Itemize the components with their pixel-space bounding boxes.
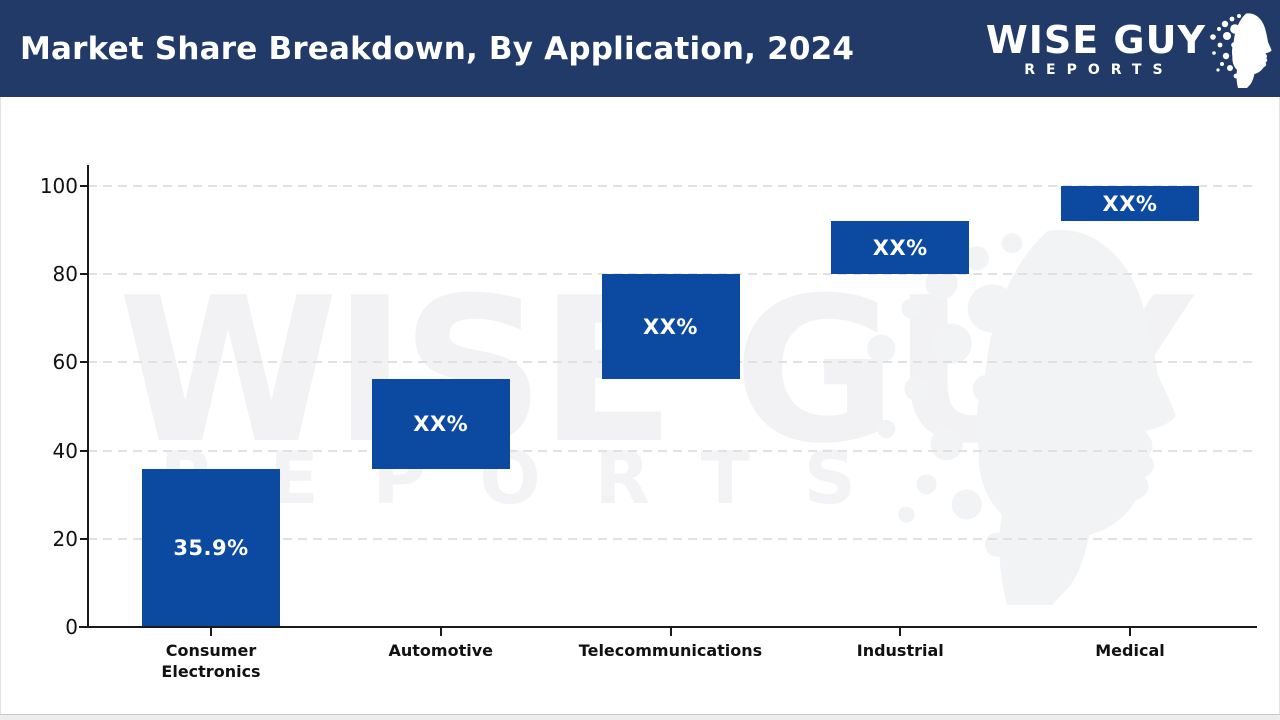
y-tick-label-40: 40 xyxy=(52,438,78,463)
y-tick-20 xyxy=(80,537,88,540)
gridline-100 xyxy=(88,185,1257,187)
gridline-40 xyxy=(88,449,1257,452)
bar-value-label: 35.9% xyxy=(173,535,249,560)
y-tick-40 xyxy=(80,449,88,452)
logo-head-icon xyxy=(1208,7,1272,91)
x-axis-line xyxy=(79,626,1257,628)
x-tick-label-1: Automotive xyxy=(388,641,494,660)
y-tick-80 xyxy=(80,273,88,276)
x-tick-label-3: Industrial xyxy=(856,641,944,660)
x-tick-3 xyxy=(899,628,902,636)
header-bar: Market Share Breakdown, By Application, … xyxy=(0,0,1280,97)
card-border-left xyxy=(0,97,1,714)
bar-value-label: XX% xyxy=(413,411,469,436)
bar-value-label: XX% xyxy=(643,314,698,339)
footer-strip xyxy=(0,714,1280,720)
logo-wordmark: WISE GUY xyxy=(985,17,1206,62)
bar-industrial: XX% xyxy=(831,221,970,275)
bar-value-label: XX% xyxy=(1102,191,1158,216)
y-tick-label-100: 100 xyxy=(39,174,78,198)
y-tick-label-0: 0 xyxy=(65,615,78,639)
bar-value-label: XX% xyxy=(872,235,928,260)
bar-telecommunications: XX% xyxy=(601,274,740,380)
y-tick-label-20: 20 xyxy=(52,526,78,551)
x-tick-0 xyxy=(210,628,212,636)
logo-subtext: REPORTS xyxy=(1024,61,1174,78)
wiseguy-logo: WISE GUY REPORTS xyxy=(986,4,1272,94)
y-tick-label-80: 80 xyxy=(52,262,78,287)
x-tick-1 xyxy=(439,628,442,636)
y-tick-60 xyxy=(80,361,88,364)
y-tick-100 xyxy=(80,185,88,187)
y-tick-label-60: 60 xyxy=(52,350,78,375)
x-tick-2 xyxy=(669,628,672,636)
x-tick-4 xyxy=(1129,628,1131,636)
bar-medical: XX% xyxy=(1061,186,1199,222)
bar-automotive: XX% xyxy=(371,379,510,469)
bar-consumer-electronics: 35.9% xyxy=(142,468,280,627)
x-tick-label-2: Telecommunications xyxy=(578,641,763,660)
gridline-20 xyxy=(88,537,1257,540)
page-title: Market Share Breakdown, By Application, … xyxy=(20,30,855,67)
x-tick-label-0: Consumer Electronics xyxy=(161,641,261,681)
x-tick-label-4: Medical xyxy=(1095,641,1165,660)
y-axis-line xyxy=(87,165,89,628)
